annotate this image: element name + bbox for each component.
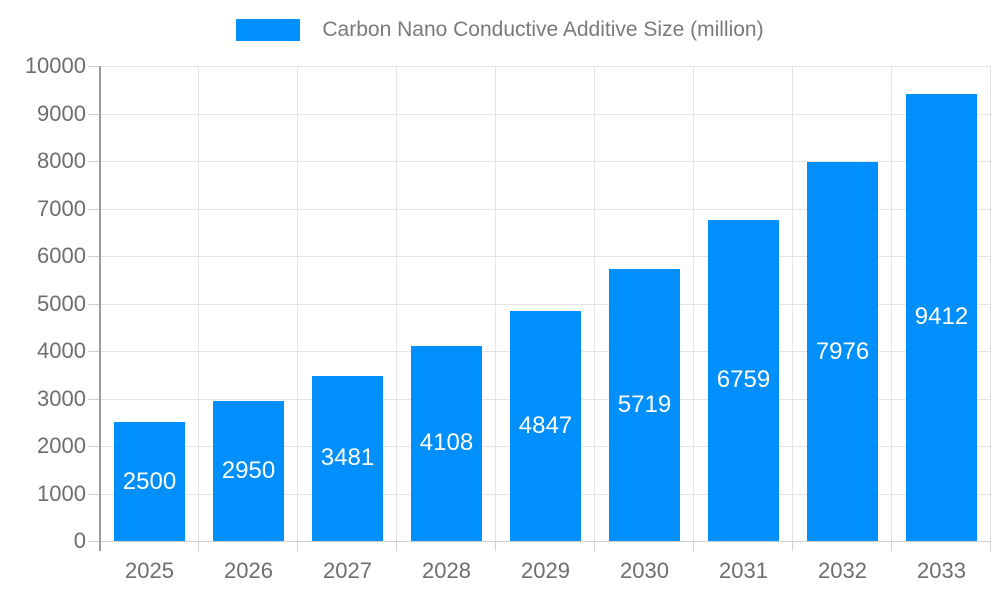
bar-2027[interactable]: 3481 [312,375,383,541]
y-axis-tick [88,303,100,305]
y-axis-tick-label: 0 [73,528,86,553]
x-axis-tick [594,541,595,551]
v-gridline [891,66,892,541]
v-gridline [495,66,496,541]
x-axis-tick [198,541,199,551]
y-axis-tick-label: 1000 [37,480,86,506]
y-axis-tick-label: 2000 [37,433,86,458]
x-axis-tick-label: 2025 [125,558,174,583]
x-axis-tick-label: 2033 [917,558,966,583]
x-axis-tick-label: 2031 [719,558,768,583]
x-axis-tick [990,541,991,551]
x-axis-tick-label: 2032 [818,558,867,583]
bar-2030[interactable]: 5719 [609,269,680,541]
y-axis-tick-label: 6000 [37,243,86,268]
h-gridline [100,208,991,210]
legend-swatch-icon [236,19,301,41]
bar-value-label: 2500 [122,467,177,495]
y-axis-tick [88,493,100,495]
bar-2031[interactable]: 6759 [708,219,779,541]
v-gridline [693,66,694,541]
v-gridline [297,66,298,541]
h-gridline [100,161,991,162]
v-gridline [198,66,199,541]
y-axis-tick-label: 10000 [24,53,86,78]
y-axis-tick-label: 4000 [37,338,86,363]
x-axis-tick [297,541,298,551]
x-axis-tick [495,541,496,551]
y-axis-tick [88,66,100,67]
bar-2033[interactable]: 9412 [906,93,977,541]
h-gridline [100,66,991,67]
x-axis-tick-label: 2027 [323,558,372,583]
y-axis-tick [88,351,100,352]
x-axis-tick-label: 2028 [422,558,471,583]
bar-value-label: 5719 [617,391,672,419]
y-axis-tick-label: 8000 [37,148,86,173]
bar-value-label: 7976 [815,337,870,365]
bar-2032[interactable]: 7976 [807,162,878,541]
y-axis-tick [88,208,100,210]
y-axis-tick-label: 7000 [37,195,86,221]
bar-value-label: 6759 [716,366,771,394]
y-axis-tick [88,161,100,162]
x-axis-tick-label: 2029 [521,558,570,583]
bar-2026[interactable]: 2950 [213,400,284,541]
x-axis-baseline [88,541,991,542]
x-axis-tick [792,541,793,551]
y-axis-tick [88,113,100,115]
h-gridline [100,113,991,115]
bar-value-label: 4847 [518,411,573,439]
v-gridline [990,66,991,541]
x-axis-tick-label: 2030 [620,558,669,583]
bar-value-label: 4108 [419,429,474,457]
bar-value-label: 2950 [221,456,276,484]
x-axis-tick [891,541,892,551]
h-gridline [100,303,991,305]
h-gridline [100,256,991,257]
bar-2029[interactable]: 4847 [510,310,581,541]
v-gridline [396,66,397,541]
bar-value-label: 3481 [320,444,375,472]
bar-value-label: 9412 [914,303,969,331]
legend: Carbon Nano Conductive Additive Size (mi… [0,17,1000,43]
x-axis-tick-label: 2026 [224,558,273,583]
y-axis-tick [88,256,100,257]
legend-label: Carbon Nano Conductive Additive Size (mi… [322,18,764,41]
y-axis-tick [88,398,100,400]
y-axis-tick [88,446,100,447]
x-axis-tick [693,541,694,551]
y-axis-tick-label: 5000 [37,290,86,316]
v-gridline [594,66,595,541]
y-axis-line [99,66,101,551]
bar-2028[interactable]: 4108 [411,345,482,541]
y-axis-tick-label: 3000 [37,385,86,411]
v-gridline [792,66,793,541]
x-axis-tick [396,541,397,551]
bar-2025[interactable]: 2500 [114,422,185,541]
y-axis-tick-label: 9000 [37,100,86,126]
legend-item[interactable]: Carbon Nano Conductive Additive Size (mi… [236,17,764,43]
